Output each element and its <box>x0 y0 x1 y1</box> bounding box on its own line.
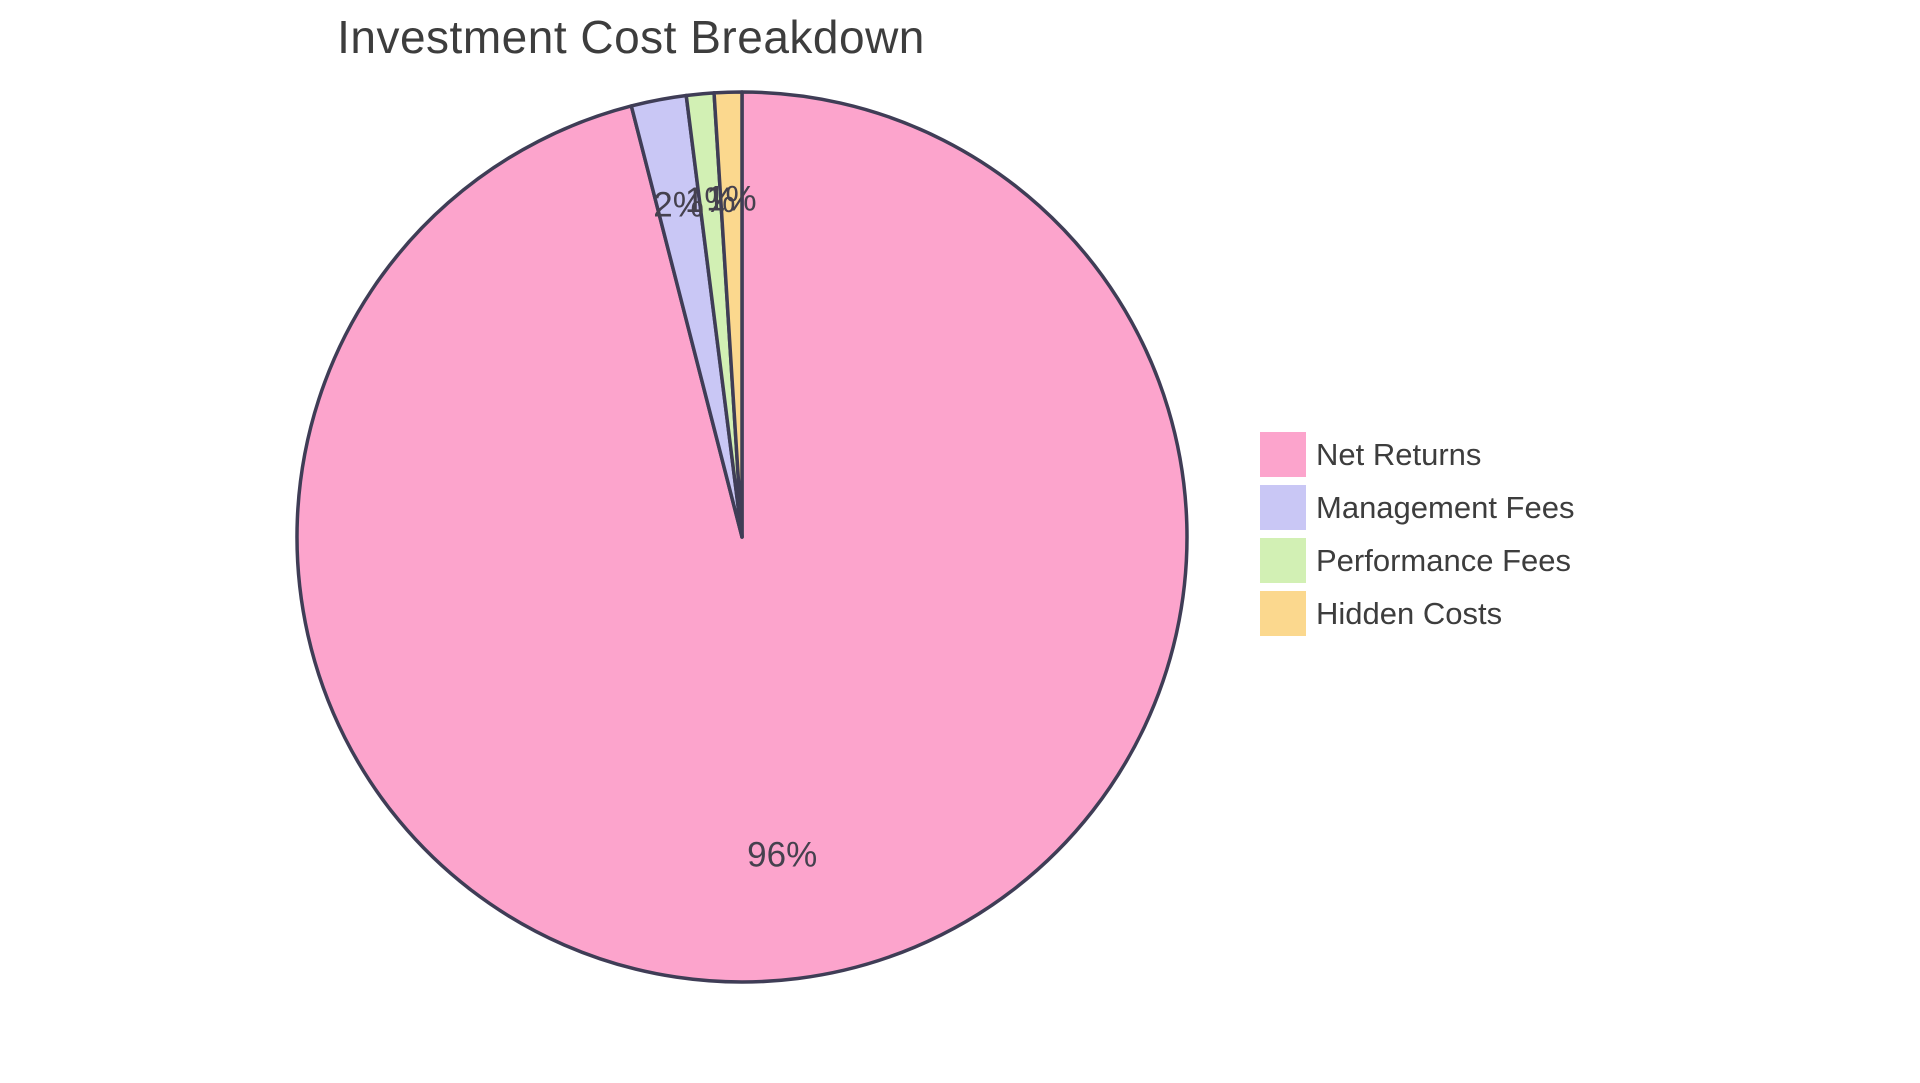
legend-label-net-returns: Net Returns <box>1316 436 1482 472</box>
pie-slice-hidden-costs <box>712 90 744 539</box>
legend-label-hidden-costs: Hidden Costs <box>1316 595 1503 631</box>
legend-item-management-fees: Management Fees <box>1260 485 1574 530</box>
legend-swatch-performance-fees <box>1260 538 1306 583</box>
slice-pct-label-hidden-costs: 1% <box>706 180 757 219</box>
legend-label-management-fees: Management Fees <box>1316 489 1575 525</box>
legend-label-performance-fees: Performance Fees <box>1316 542 1571 578</box>
slice-pct-label-management-fees: 2% <box>653 185 704 224</box>
legend: Net Returns Management Fees Performance … <box>1260 432 1574 636</box>
slice-pct-label-net-returns: 96% <box>747 835 817 874</box>
legend-swatch-management-fees <box>1260 485 1306 530</box>
chart-title: Investment Cost Breakdown <box>337 11 925 63</box>
legend-item-performance-fees: Performance Fees <box>1260 538 1574 583</box>
legend-item-net-returns: Net Returns <box>1260 432 1574 477</box>
legend-item-hidden-costs: Hidden Costs <box>1260 591 1574 636</box>
legend-swatch-net-returns <box>1260 432 1306 477</box>
legend-swatch-hidden-costs <box>1260 591 1306 636</box>
slice-pct-label-performance-fees: 1% <box>685 181 736 220</box>
